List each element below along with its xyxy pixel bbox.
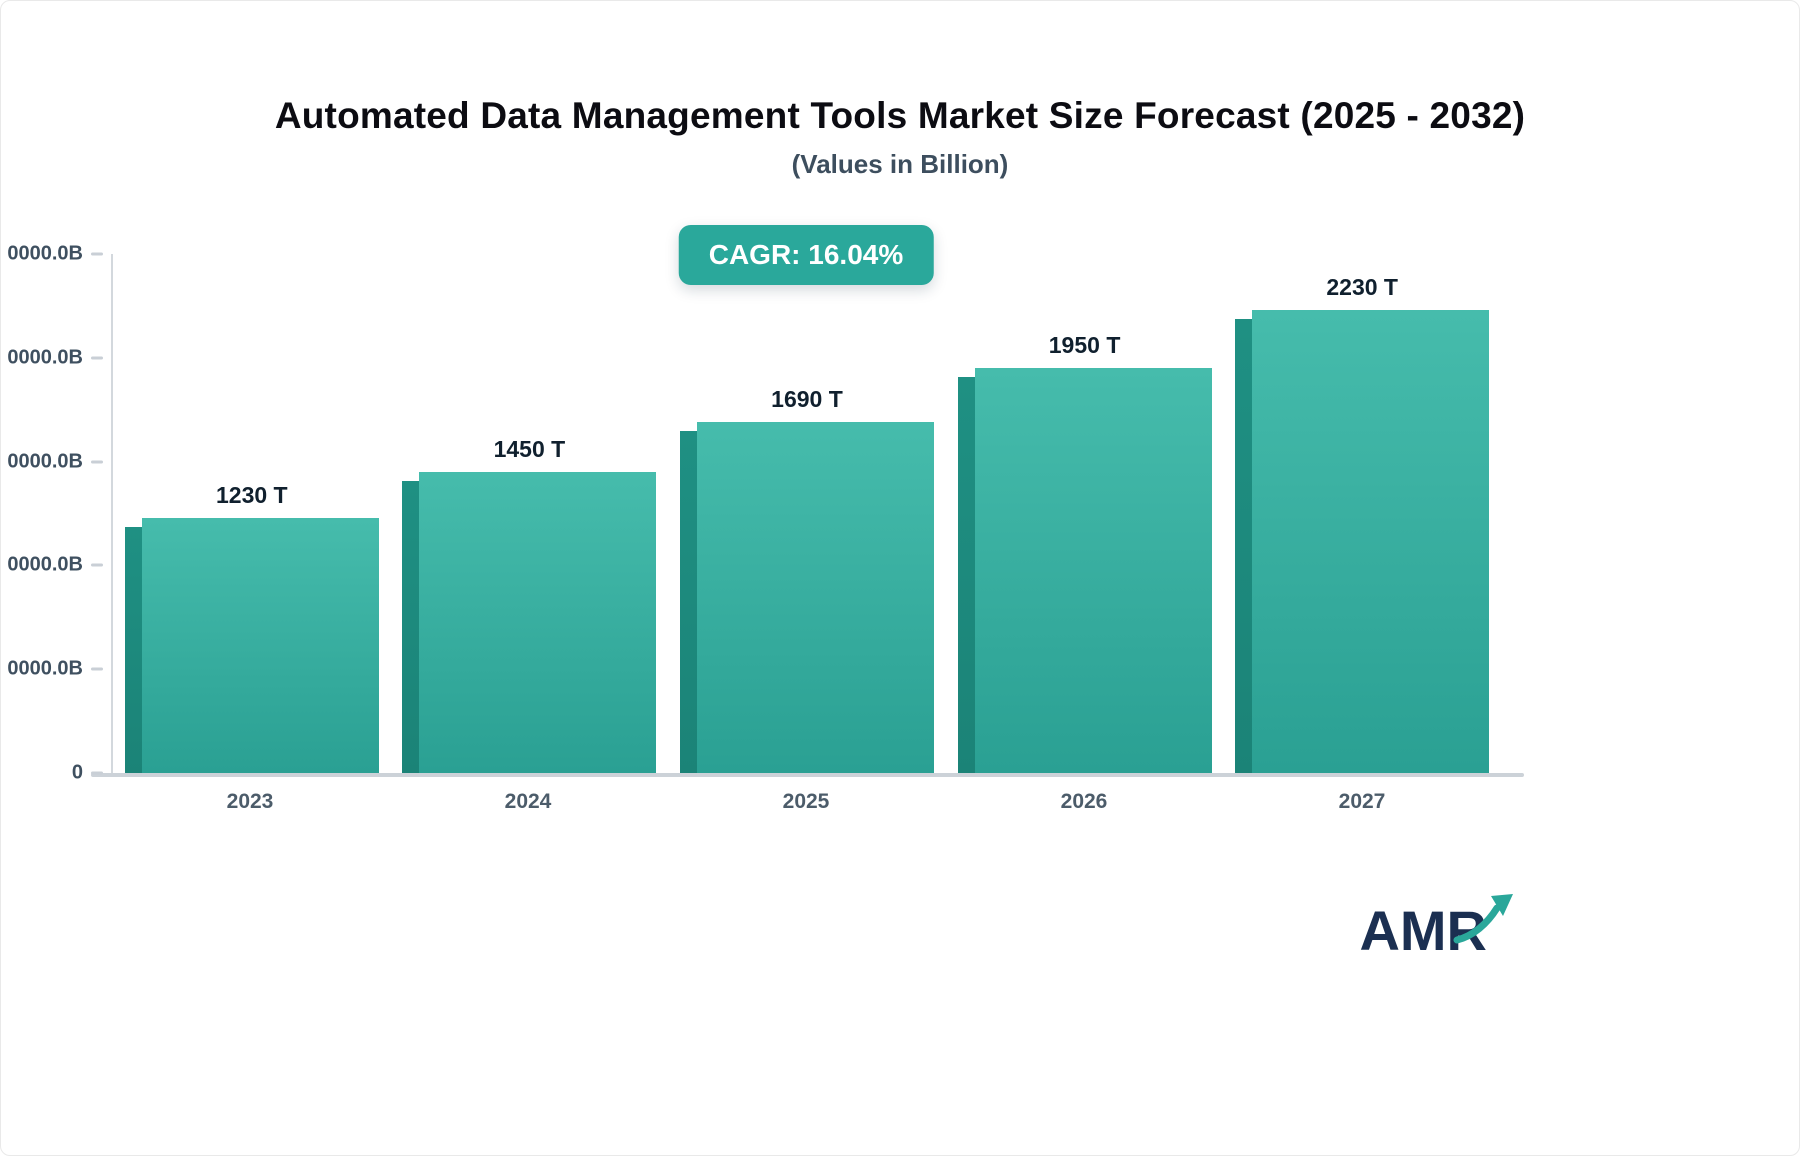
y-axis-tick-label: 0: [71, 761, 83, 784]
y-axis-tick-mark: [91, 460, 103, 464]
logo-text: AMR: [1359, 899, 1487, 962]
bar-series: 1230 T 1450 T 1690 T 1950 T 2230 T: [113, 254, 1501, 773]
bar-front-face: [696, 422, 934, 773]
bar-front-face: [141, 517, 379, 773]
y-axis-tick-label: 0000.0B: [7, 450, 83, 473]
bar-front-face: [1252, 310, 1490, 773]
bar-side-face: [124, 526, 142, 773]
bar-group-2024: 1450 T: [391, 254, 669, 773]
bar-group-2027: 2230 T: [1223, 254, 1501, 773]
x-axis-label-2023: 2023: [226, 790, 274, 813]
x-axis-label-2027: 2027: [1338, 790, 1386, 813]
cagr-badge: CAGR: 16.04%: [678, 225, 934, 285]
y-axis-tick-mark: [91, 356, 103, 360]
bar-side-face: [957, 377, 975, 773]
bar-group-2023: 1230 T: [113, 254, 391, 773]
y-axis-tick-label: 0000.0B: [7, 657, 83, 680]
bar-2024: [402, 471, 657, 773]
y-axis-tick-mark: [91, 667, 103, 671]
bar-value-label: 1690 T: [771, 386, 843, 413]
y-axis-tick-mark: [91, 771, 103, 775]
bar-group-2025: 1690 T: [668, 254, 946, 773]
y-axis-tick: 0000.0B: [7, 243, 103, 266]
x-axis-line: [91, 773, 1524, 777]
bar-2026: [957, 368, 1212, 773]
y-axis-tick: 0000.0B: [7, 346, 103, 369]
chart-title: Automated Data Management Tools Market S…: [274, 95, 1526, 136]
bar-front-face: [419, 471, 657, 773]
x-axis-labels: 2023 2024 2025 2026 2027: [111, 790, 1501, 814]
y-axis-tick-mark: [91, 252, 103, 256]
y-axis-tick-label: 0000.0B: [7, 242, 83, 265]
bar-side-face: [402, 480, 420, 773]
logo-arrow-icon: [1453, 894, 1513, 944]
bar-value-label: 2230 T: [1326, 274, 1398, 301]
bar-2027: [1235, 310, 1490, 773]
bar-value-label: 1450 T: [493, 435, 566, 462]
chart-subtitle: (Values in Billion): [791, 149, 1009, 179]
y-axis-tick-label: 0000.0B: [7, 553, 83, 576]
x-axis-label-2026: 2026: [1060, 790, 1108, 813]
x-axis-label-2025: 2025: [782, 790, 830, 813]
bar-2025: [679, 422, 934, 773]
bar-2023: [124, 517, 379, 773]
y-axis-tick-label: 0000.0B: [7, 346, 83, 369]
bar-group-2026: 1950 T: [946, 254, 1224, 773]
bar-value-label: 1230 T: [215, 481, 288, 508]
y-axis-tick-mark: [91, 563, 103, 567]
y-axis-tick: 0000.0B: [7, 554, 103, 577]
amr-logo: AMR: [1359, 894, 1513, 963]
plot-area: 0000.0B 0000.0B 0000.0B 0000.0B 0000.0B 0 123…: [7, 243, 1524, 784]
y-axis-tick: 0: [72, 762, 103, 785]
x-axis-label-2024: 2024: [504, 790, 552, 813]
bar-value-label: 1950 T: [1048, 332, 1121, 359]
y-axis-tick: 0000.0B: [7, 658, 103, 681]
bar-side-face: [679, 431, 697, 773]
bar-side-face: [1235, 319, 1253, 773]
bar-front-face: [974, 368, 1212, 773]
y-axis-tick: 0000.0B: [7, 450, 103, 473]
